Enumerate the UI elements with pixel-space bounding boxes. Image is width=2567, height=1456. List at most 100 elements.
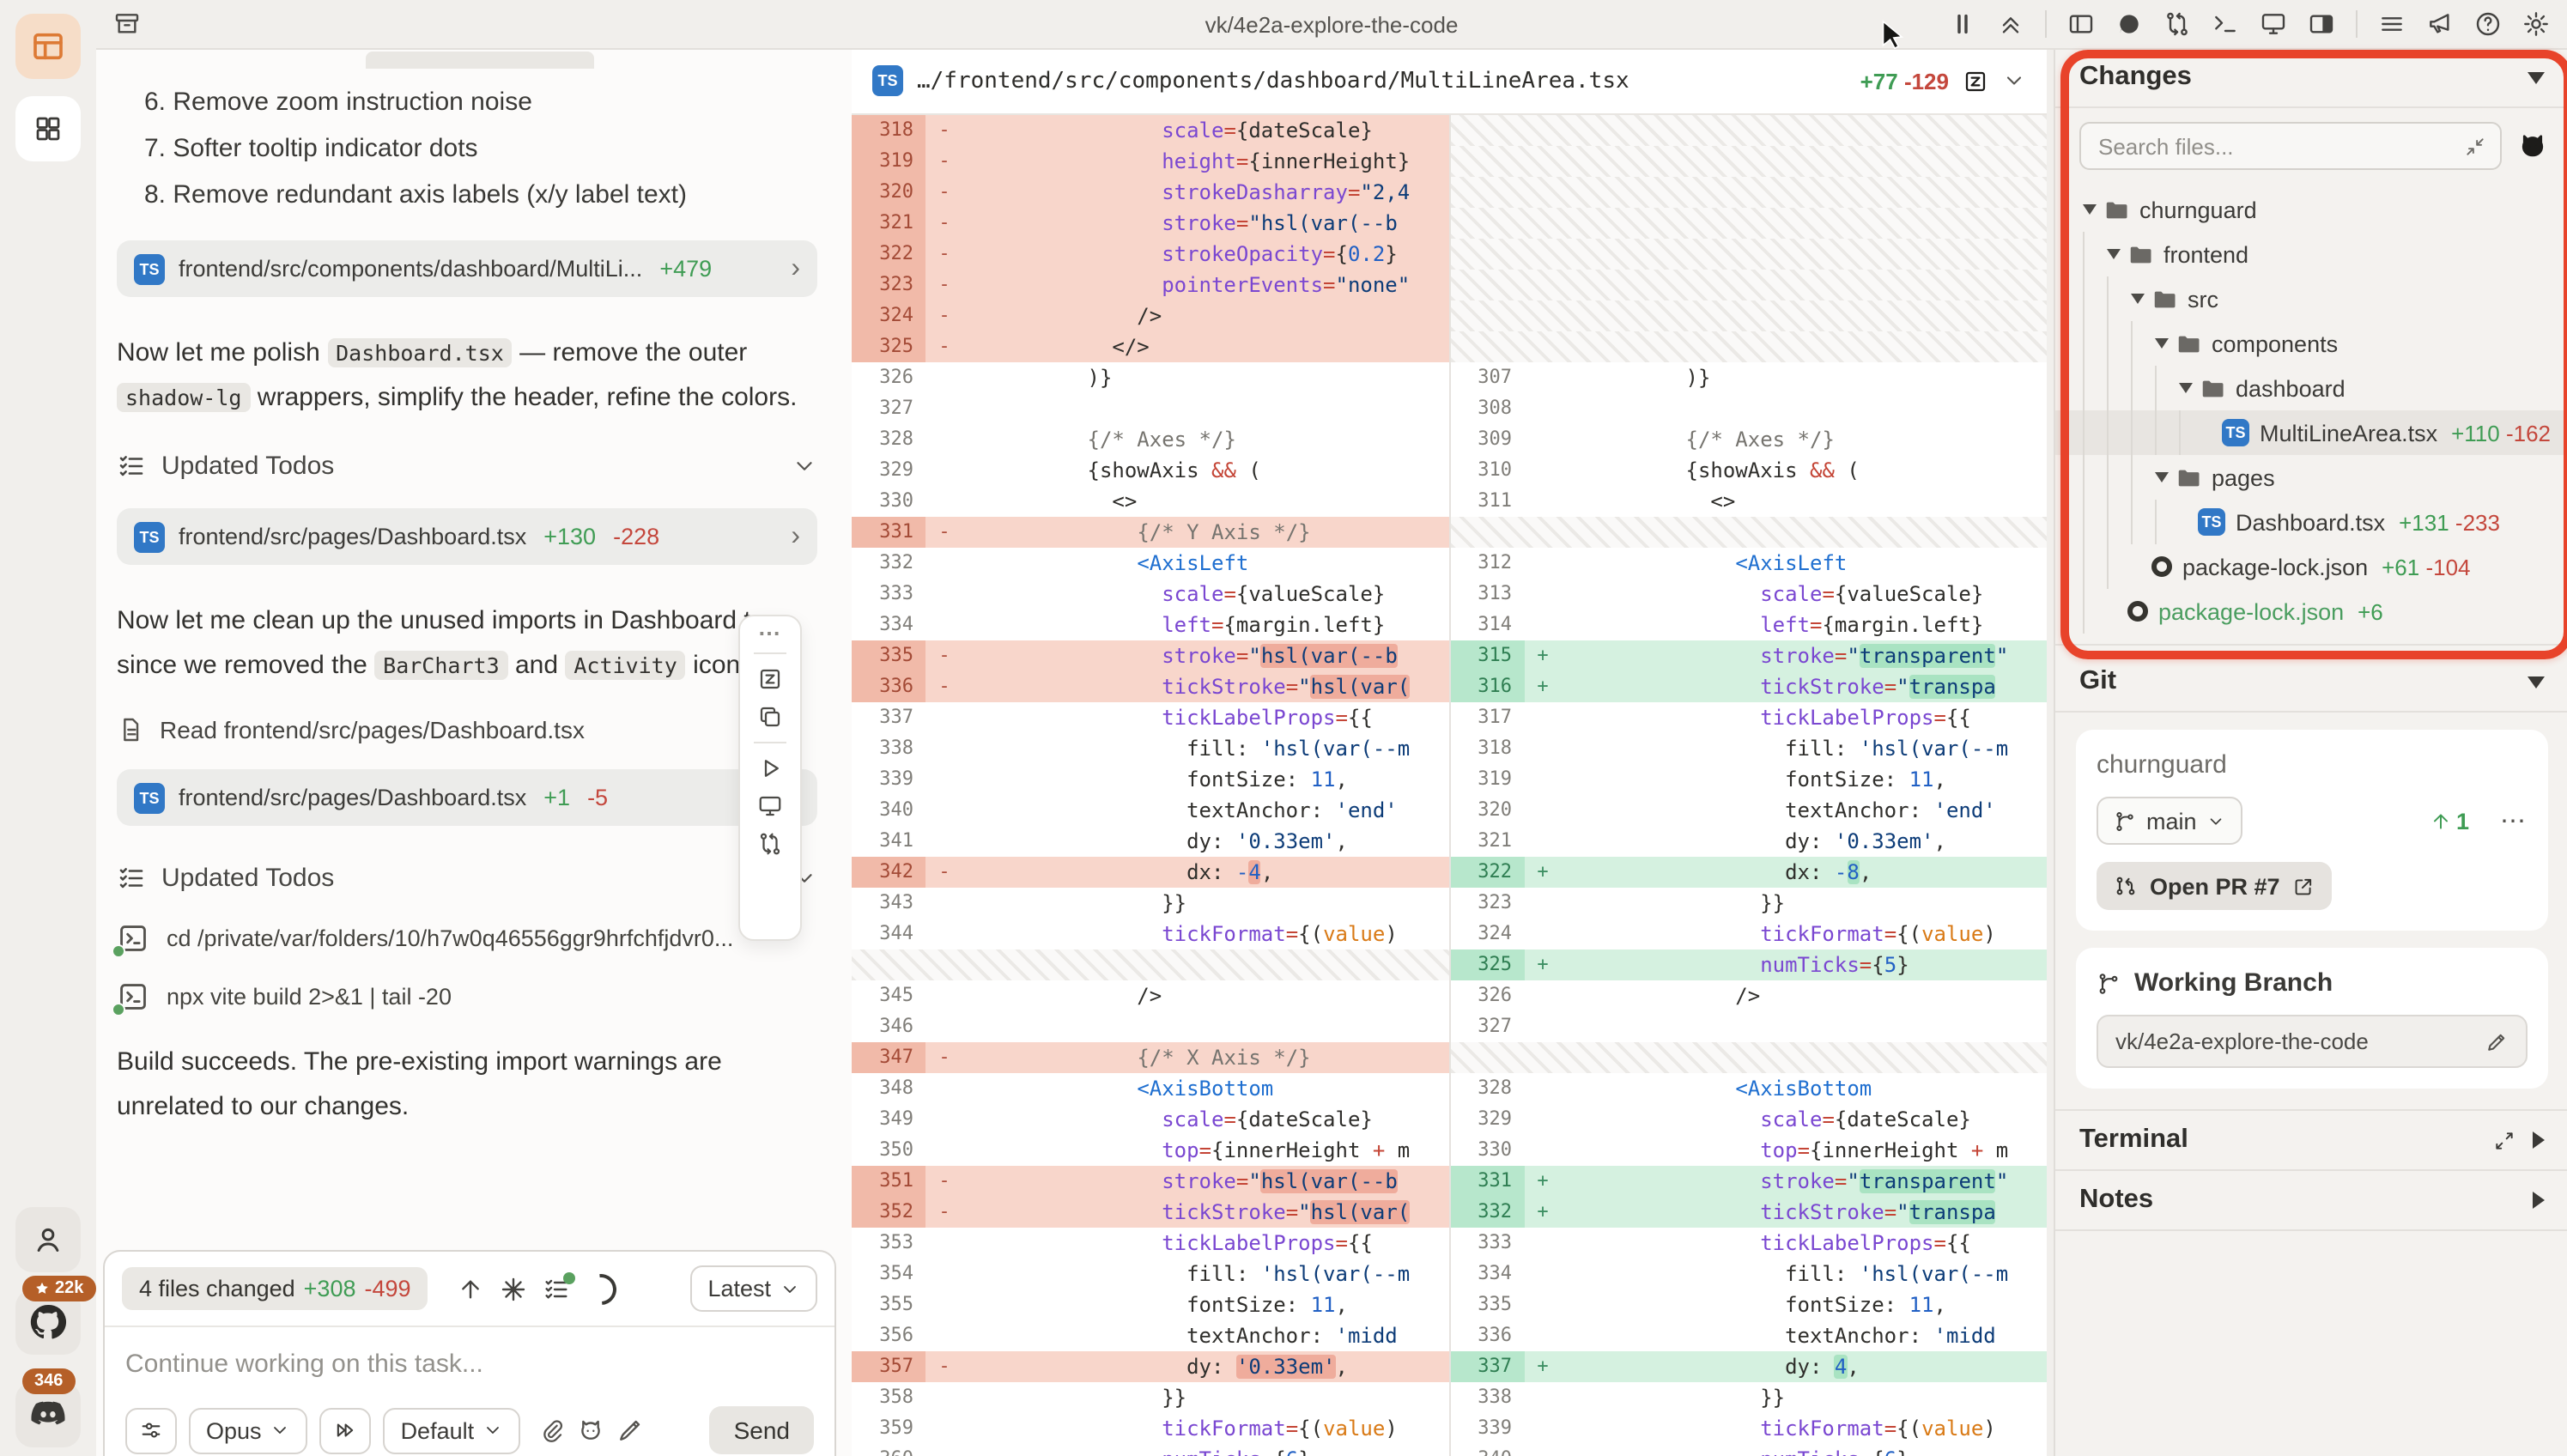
changes-section-header[interactable]: Changes bbox=[2055, 48, 2567, 106]
line-number[interactable]: 322 bbox=[852, 239, 925, 270]
line-number[interactable]: 327 bbox=[852, 393, 925, 424]
line-number[interactable]: 356 bbox=[852, 1320, 925, 1351]
tree-item-components[interactable]: components bbox=[2055, 321, 2567, 366]
line-number[interactable]: 344 bbox=[852, 919, 925, 949]
diff-collapsed-region[interactable] bbox=[1450, 1042, 2047, 1073]
line-number[interactable]: 309 bbox=[1450, 424, 1524, 455]
line-number[interactable]: 337 bbox=[1450, 1351, 1524, 1382]
spark-icon[interactable] bbox=[501, 1275, 528, 1302]
line-number[interactable]: 317 bbox=[1450, 702, 1524, 733]
line-number[interactable]: 332 bbox=[852, 548, 925, 579]
terminal-section-header[interactable]: Terminal bbox=[2055, 1111, 2567, 1169]
line-number[interactable]: 357 bbox=[852, 1351, 925, 1382]
monitor-icon[interactable] bbox=[757, 793, 783, 819]
line-number[interactable]: 359 bbox=[852, 1413, 925, 1444]
search-input[interactable] bbox=[2095, 131, 2464, 161]
line-number[interactable]: 355 bbox=[852, 1289, 925, 1320]
expand-icon[interactable] bbox=[2493, 1129, 2515, 1151]
copy-icon[interactable] bbox=[757, 704, 783, 730]
collapse-tree-icon[interactable] bbox=[2464, 135, 2486, 157]
line-number[interactable]: 326 bbox=[1450, 980, 1524, 1011]
tree-item-package-lock-json[interactable]: package-lock.json+61 -104 bbox=[2055, 544, 2567, 589]
message-input[interactable]: Continue working on this task... bbox=[105, 1327, 834, 1379]
line-number[interactable]: 339 bbox=[1450, 1413, 1524, 1444]
updated-todos-row[interactable]: Updated Todos bbox=[117, 452, 817, 481]
diff-collapsed-region[interactable] bbox=[1450, 177, 2047, 208]
line-number[interactable]: 319 bbox=[852, 146, 925, 177]
tree-item-package-lock-json[interactable]: package-lock.json+6 bbox=[2055, 589, 2567, 634]
line-number[interactable]: 323 bbox=[1450, 888, 1524, 919]
megaphone-icon[interactable] bbox=[2426, 10, 2454, 38]
arrow-up-icon[interactable] bbox=[458, 1275, 485, 1302]
notes-section-header[interactable]: Notes bbox=[2055, 1171, 2567, 1229]
line-number[interactable]: 324 bbox=[852, 300, 925, 331]
tree-item-churnguard[interactable]: churnguard bbox=[2055, 187, 2567, 232]
line-number[interactable]: 330 bbox=[852, 486, 925, 517]
line-number[interactable]: 338 bbox=[1450, 1382, 1524, 1413]
line-number[interactable]: 333 bbox=[852, 579, 925, 610]
zed-icon[interactable] bbox=[1963, 68, 1988, 94]
line-number[interactable]: 321 bbox=[852, 208, 925, 239]
line-number[interactable]: 318 bbox=[1450, 733, 1524, 764]
line-number[interactable]: 343 bbox=[852, 888, 925, 919]
open-pr-button[interactable]: Open PR #7 bbox=[2097, 862, 2332, 910]
line-number[interactable]: 321 bbox=[1450, 826, 1524, 857]
chat-bubble-icon[interactable] bbox=[2115, 10, 2143, 38]
model-dropdown[interactable]: Opus bbox=[189, 1407, 308, 1453]
line-number[interactable]: 341 bbox=[852, 826, 925, 857]
terminal-command-row[interactable]: cd /private/var/folders/10/h7w0q46556ggr… bbox=[117, 922, 817, 955]
panel-left-icon[interactable] bbox=[2067, 10, 2095, 38]
line-number[interactable]: 310 bbox=[1450, 455, 1524, 486]
line-number[interactable]: 336 bbox=[1450, 1320, 1524, 1351]
line-number[interactable]: 327 bbox=[1450, 1011, 1524, 1042]
line-number[interactable]: 308 bbox=[1450, 393, 1524, 424]
line-number[interactable]: 331 bbox=[1450, 1166, 1524, 1197]
line-number[interactable]: 339 bbox=[852, 764, 925, 795]
diff-file-header[interactable]: TS …/frontend/src/components/dashboard/M… bbox=[852, 48, 2047, 115]
git-section-header[interactable]: Git bbox=[2055, 652, 2567, 711]
line-number[interactable]: 328 bbox=[1450, 1073, 1524, 1104]
folder-expand-triangle[interactable] bbox=[2155, 472, 2174, 482]
cat-icon[interactable] bbox=[2517, 130, 2548, 161]
tree-item-frontend[interactable]: frontend bbox=[2055, 232, 2567, 276]
chevron-down-icon[interactable] bbox=[2002, 69, 2026, 93]
line-number[interactable]: 326 bbox=[852, 362, 925, 393]
version-dropdown[interactable]: Latest bbox=[690, 1265, 817, 1312]
pencil-icon[interactable] bbox=[2485, 1029, 2509, 1053]
git-compare-icon[interactable] bbox=[2163, 10, 2191, 38]
folder-expand-triangle[interactable] bbox=[2107, 249, 2126, 259]
line-number[interactable]: 335 bbox=[1450, 1289, 1524, 1320]
updated-todos-row[interactable]: Updated Todos bbox=[117, 864, 817, 893]
file-search-box[interactable] bbox=[2079, 122, 2502, 170]
line-number[interactable]: 336 bbox=[852, 671, 925, 702]
menu-icon[interactable] bbox=[2378, 10, 2406, 38]
line-number[interactable]: 313 bbox=[1450, 579, 1524, 610]
help-icon[interactable] bbox=[2474, 10, 2502, 38]
diff-collapsed-region[interactable] bbox=[852, 949, 1448, 980]
working-branch-field[interactable]: vk/4e2a-explore-the-code bbox=[2097, 1015, 2528, 1068]
workspace-grid-button[interactable] bbox=[15, 96, 81, 161]
line-number[interactable]: 328 bbox=[852, 424, 925, 455]
line-number[interactable]: 360 bbox=[852, 1444, 925, 1456]
zed-icon[interactable] bbox=[757, 666, 783, 692]
panel-right-icon[interactable] bbox=[2308, 10, 2335, 38]
diff-collapsed-region[interactable] bbox=[1450, 331, 2047, 362]
line-number[interactable]: 325 bbox=[852, 331, 925, 362]
diff-collapsed-region[interactable] bbox=[1450, 239, 2047, 270]
diff-collapsed-region[interactable] bbox=[1450, 517, 2047, 548]
line-number[interactable]: 319 bbox=[1450, 764, 1524, 795]
cat-button[interactable] bbox=[577, 1417, 604, 1444]
line-number[interactable]: 315 bbox=[1450, 640, 1524, 671]
pen-button[interactable] bbox=[616, 1417, 644, 1444]
terminal-icon[interactable] bbox=[2212, 10, 2239, 38]
github-button[interactable]: 22k bbox=[15, 1289, 81, 1355]
gear-icon[interactable] bbox=[2522, 10, 2550, 38]
line-number[interactable]: 324 bbox=[1450, 919, 1524, 949]
line-number[interactable]: 325 bbox=[1450, 949, 1524, 980]
workspace-tile-active[interactable] bbox=[15, 14, 81, 79]
diff-collapsed-region[interactable] bbox=[1450, 146, 2047, 177]
line-number[interactable]: 338 bbox=[852, 733, 925, 764]
monitor-icon[interactable] bbox=[2260, 10, 2287, 38]
files-changed-pill[interactable]: 4 files changed +308 -499 bbox=[122, 1267, 428, 1310]
line-number[interactable]: 316 bbox=[1450, 671, 1524, 702]
